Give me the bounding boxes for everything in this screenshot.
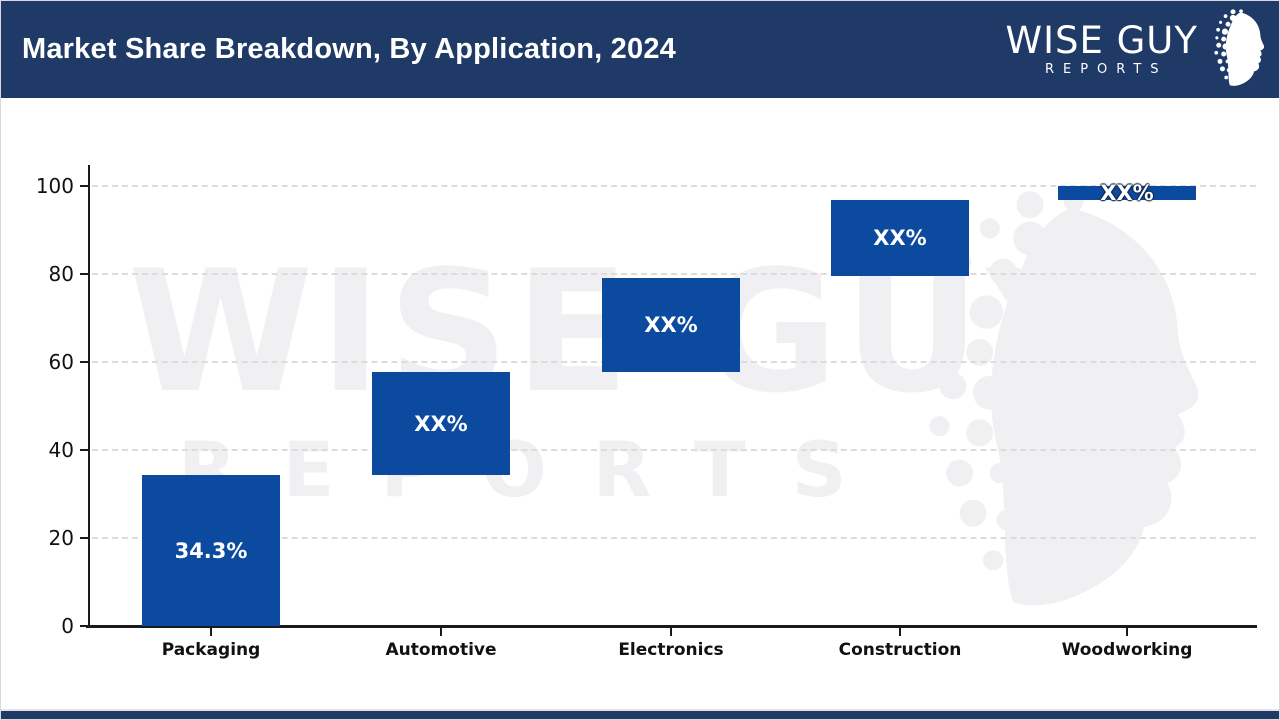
bar (602, 277, 740, 373)
gridline (92, 537, 1256, 539)
y-tick-label: 0 (61, 614, 74, 638)
x-tick-mark (670, 628, 672, 636)
watermark-face (929, 191, 1198, 606)
y-tick-label: 60 (48, 350, 74, 374)
y-tick-mark (80, 625, 88, 627)
x-tick-mark (440, 628, 442, 636)
bar-value-label: XX% (414, 411, 468, 436)
x-tick-mark (899, 628, 901, 636)
page-title: Market Share Breakdown, By Application, … (22, 32, 676, 65)
y-tick-mark (80, 185, 88, 187)
x-axis-line (86, 625, 1257, 628)
category-label: Construction (838, 640, 962, 660)
x-tick-mark (210, 628, 212, 636)
logo-wordmark: WISE GUY (1005, 19, 1198, 62)
y-tick-label: 100 (35, 174, 74, 198)
watermark-reports: REPORTS (178, 425, 893, 514)
y-axis-line (88, 165, 90, 628)
x-tick-mark (1126, 628, 1128, 636)
wise-guy-logo: WISE GUY REPORTS (1006, 8, 1264, 90)
y-tick-label: 20 (48, 526, 74, 550)
gridline (92, 185, 1256, 187)
bar-value-label: 34.3% (174, 538, 248, 563)
bar-value-label: XX% (873, 226, 927, 251)
y-tick-mark (80, 361, 88, 363)
category-label: Woodworking (1061, 640, 1193, 660)
bar (1058, 186, 1196, 201)
gridline (92, 273, 1256, 275)
bar-value-label: XX% (644, 312, 698, 337)
logo-text: WISE GUY REPORTS (1006, 22, 1198, 76)
bar-value-label: XX% (1100, 181, 1154, 206)
y-tick-mark (80, 273, 88, 275)
logo-face-icon (1214, 9, 1264, 86)
y-tick-label: 80 (48, 262, 74, 286)
bar (372, 372, 510, 476)
logo-subtitle: REPORTS (1044, 62, 1168, 77)
category-label: Automotive (385, 640, 497, 660)
header-bar: Market Share Breakdown, By Application, … (0, 0, 1280, 98)
category-label: Electronics (618, 640, 724, 660)
y-tick-label: 40 (48, 438, 74, 462)
gridline (92, 449, 1256, 451)
bar (142, 475, 280, 626)
y-tick-mark (80, 537, 88, 539)
category-label: Packaging (161, 640, 261, 660)
bar (831, 200, 969, 277)
footer-bar (0, 709, 1280, 720)
y-tick-mark (80, 449, 88, 451)
